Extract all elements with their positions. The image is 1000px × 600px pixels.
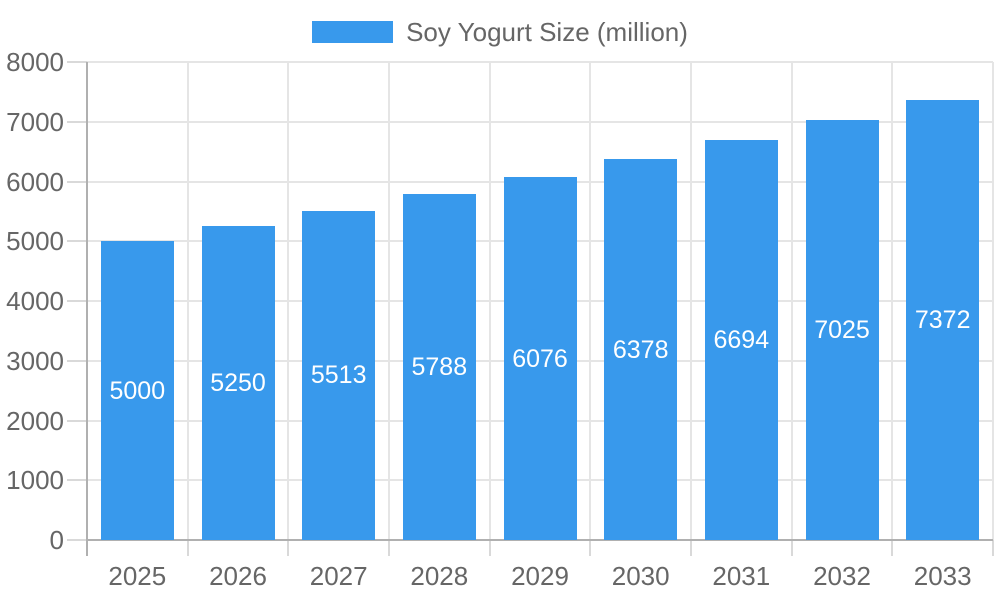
bar-value-label: 5788 — [411, 353, 468, 382]
x-tick — [186, 540, 189, 556]
y-tick-label: 7000 — [6, 106, 64, 137]
y-tick — [67, 240, 87, 243]
legend-item[interactable]: Soy Yogurt Size (million) — [312, 17, 688, 48]
legend-swatch-icon — [312, 21, 394, 43]
gridline-v — [690, 62, 692, 540]
bar-2031[interactable] — [704, 140, 778, 540]
x-axis-line — [87, 539, 993, 541]
x-tick-label: 2026 — [209, 561, 267, 591]
bar-2028[interactable] — [402, 194, 476, 540]
gridline-v — [992, 62, 994, 540]
x-tick-label: 2027 — [309, 561, 368, 591]
gridline-v — [891, 62, 894, 540]
gridline-h — [87, 61, 993, 63]
x-tick-label: 2029 — [511, 561, 569, 591]
y-tick-label: 0 — [49, 525, 64, 555]
x-tick — [589, 540, 592, 556]
bar-2027[interactable] — [302, 210, 376, 540]
x-tick-label: 2028 — [410, 561, 469, 591]
bar-value-label: 6378 — [612, 335, 669, 364]
bar-2026[interactable] — [201, 226, 275, 540]
gridline-v — [488, 62, 491, 540]
x-tick — [690, 540, 692, 556]
bar-value-label: 5000 — [109, 376, 166, 405]
bar-value-label: 6076 — [512, 344, 568, 373]
bar-value-label: 7372 — [914, 305, 971, 334]
y-tick — [67, 479, 87, 482]
y-tick — [67, 539, 87, 541]
bar-2033[interactable] — [906, 99, 980, 540]
y-tick — [67, 180, 87, 183]
x-tick — [287, 540, 290, 556]
x-tick-label: 2033 — [913, 561, 972, 591]
y-tick — [67, 359, 87, 362]
x-tick — [488, 540, 491, 556]
bar-value-label: 5250 — [210, 369, 266, 398]
gridline-h — [87, 120, 993, 123]
bar-2029[interactable] — [503, 177, 577, 540]
y-tick — [67, 120, 87, 123]
bar-2032[interactable] — [805, 120, 879, 540]
x-tick — [891, 540, 894, 556]
legend-label: Soy Yogurt Size (million) — [406, 16, 688, 47]
x-tick-label: 2031 — [712, 561, 771, 591]
legend: Soy Yogurt Size (million) — [0, 10, 1000, 54]
y-tick-label: 3000 — [6, 345, 64, 376]
x-tick-label: 2030 — [611, 561, 670, 591]
bar-2030[interactable] — [604, 158, 678, 540]
x-tick — [790, 540, 793, 556]
bar-value-label: 6694 — [713, 326, 770, 354]
x-tick — [388, 540, 390, 556]
bar-value-label: 5513 — [310, 361, 367, 390]
y-tick-label: 5000 — [6, 226, 64, 257]
y-tick-label: 6000 — [6, 166, 64, 197]
gridline-v — [589, 62, 592, 540]
y-tick-label: 2000 — [6, 405, 64, 436]
gridline-v — [388, 62, 390, 540]
y-tick-label: 8000 — [6, 47, 64, 77]
y-tick — [67, 300, 87, 302]
x-tick-label: 2025 — [108, 561, 167, 591]
y-tick-label: 1000 — [6, 465, 64, 496]
y-axis-line — [86, 62, 88, 556]
y-tick — [67, 419, 87, 422]
bar-2025[interactable] — [100, 241, 174, 541]
x-tick-label: 2032 — [813, 561, 871, 591]
gridline-v — [287, 62, 290, 540]
y-tick-label: 4000 — [6, 286, 64, 316]
y-tick — [67, 61, 87, 63]
gridline-v — [186, 62, 189, 540]
x-tick — [992, 540, 994, 556]
gridline-v — [790, 62, 793, 540]
bar-value-label: 7025 — [814, 316, 870, 345]
